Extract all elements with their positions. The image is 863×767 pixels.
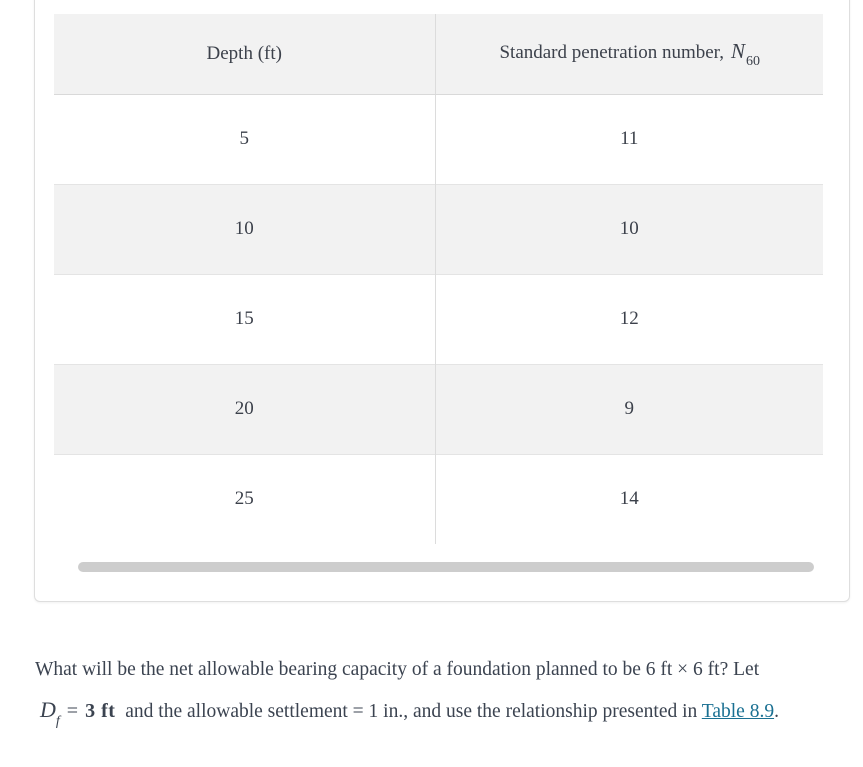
question-text-3: . [774,701,779,722]
table-card: Depth (ft) Standard penetration number, N… [34,0,850,602]
depth-cell: 25 [54,453,436,544]
d-subscript: f [55,713,60,729]
table-row: 15 12 [54,273,823,364]
question-paragraph: What will be the net allowable bearing c… [35,650,835,739]
col-header-depth-label: Depth (ft) [206,42,282,64]
table-row: 10 10 [54,183,823,274]
horizontal-scrollbar-thumb[interactable] [78,562,814,572]
df-math-expression: Df = 3 ft [40,697,116,729]
depth-cell: 15 [54,273,436,364]
n60-cell: 9 [435,363,823,454]
depth-cell: 20 [54,363,436,454]
table-scroll-area[interactable]: Depth (ft) Standard penetration number, N… [54,14,823,544]
n60-cell: 12 [435,273,823,364]
col-header-n60: Standard penetration number, N60 [435,14,823,95]
depth-cell: 5 [54,94,436,184]
n60-math-symbol: N60 [731,39,760,69]
table-row: 25 14 [54,453,823,544]
question-text-2: and the allowable settlement = 1 in., an… [120,701,702,722]
table-8-9-link[interactable]: Table 8.9 [701,701,775,722]
n60-cell: 10 [435,183,823,274]
table-row: 5 11 [54,94,823,184]
table-row: 20 9 [54,363,823,454]
n-symbol: N [731,39,746,64]
math-value: 3 ft [85,700,116,722]
col-header-depth: Depth (ft) [54,14,436,95]
depth-cell: 10 [54,183,436,274]
table-header-row: Depth (ft) Standard penetration number, N… [54,14,823,95]
n60-cell: 14 [435,453,823,544]
d-symbol: D [40,697,56,722]
n-subscript: 60 [746,54,761,70]
n60-cell: 11 [435,94,823,184]
equals-sign: = [66,700,79,722]
col-header-n60-label: Standard penetration number, [499,42,724,64]
question-text-1: What will be the net allowable bearing c… [35,659,760,680]
spt-table: Depth (ft) Standard penetration number, N… [54,14,823,544]
